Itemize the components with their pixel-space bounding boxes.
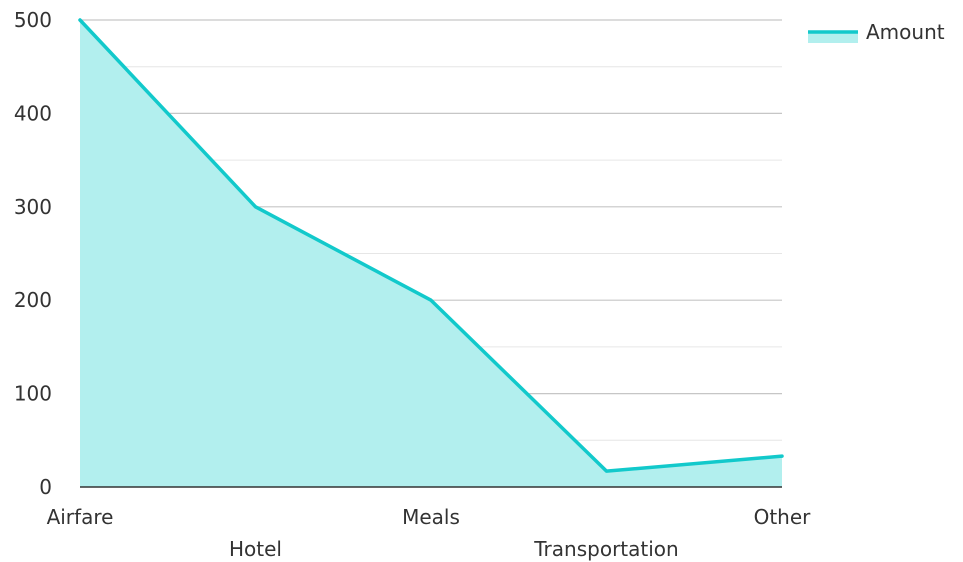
legend: Amount [808,20,945,44]
x-tick-label: Airfare [47,505,114,529]
series-line [78,18,784,473]
y-tick-label: 500 [14,8,52,32]
area-fill [80,20,782,487]
axes: 0 100 200 300 400 500 Airfare Hotel Meals Transpo… [14,8,811,561]
x-tick-label: Meals [402,505,460,529]
y-tick-label: 400 [14,101,52,125]
y-tick-label: 200 [14,288,52,312]
y-tick-label: 300 [14,195,52,219]
legend-swatch-fill [808,32,858,43]
x-tick-label: Transportation [533,537,678,561]
x-tick-label: Hotel [229,537,282,561]
y-tick-label: 0 [39,475,52,499]
legend-label: Amount [866,20,945,44]
x-tick-label: Other [754,505,812,529]
y-tick-label: 100 [14,382,52,406]
plot-area [78,18,784,487]
